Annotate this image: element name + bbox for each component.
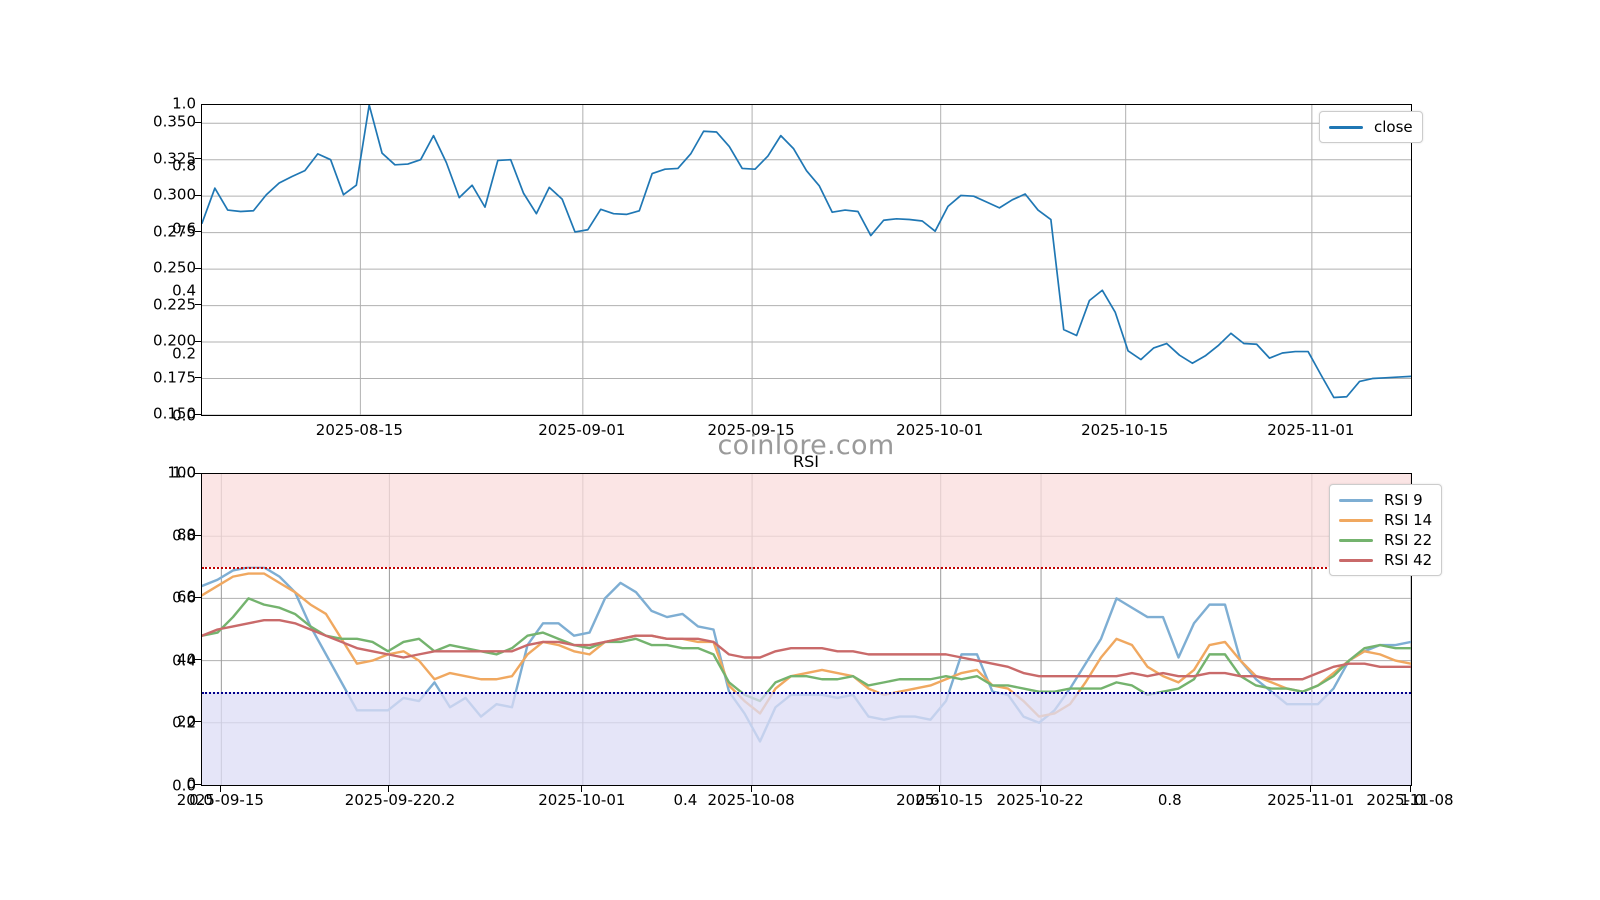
- axis-tick-label: 0.2: [172, 713, 196, 732]
- axis-tick-label: 0.0: [189, 791, 213, 809]
- rsi-chart-panel: [201, 473, 1412, 786]
- rsi-legend-item[interactable]: RSI 42: [1339, 550, 1432, 570]
- legend-item-label: RSI 14: [1384, 511, 1433, 529]
- axis-tick-label: 0.150: [153, 404, 196, 423]
- axis-tick-mark: [750, 786, 752, 792]
- axis-tick-label: 2025-09-01: [538, 421, 626, 439]
- axis-tick-mark: [195, 596, 201, 598]
- axis-tick-label: 0.300: [153, 185, 196, 204]
- axis-tick-label: 0.8: [1157, 791, 1182, 809]
- axis-tick-label: 2025-10-08: [707, 791, 795, 809]
- axis-tick-mark: [195, 659, 201, 661]
- axis-tick-label: 0.4: [172, 281, 196, 300]
- axis-tick-mark: [219, 786, 221, 792]
- legend-item-label: RSI 9: [1384, 491, 1423, 509]
- axis-tick-mark: [195, 377, 201, 379]
- axis-tick-label: 0.6: [172, 588, 196, 607]
- legend-color-swatch: [1339, 558, 1373, 562]
- axis-tick-label: 0.225: [153, 295, 196, 314]
- axis-tick-label: 60: [176, 587, 196, 606]
- axis-tick-label: 2025-09-22: [344, 791, 432, 809]
- axis-tick-mark: [1409, 786, 1411, 792]
- axis-tick-label: 1.0: [1400, 791, 1424, 809]
- legend-color-swatch: [1329, 125, 1363, 129]
- axis-tick-label: 20: [176, 712, 196, 731]
- axis-tick-label: 0.200: [153, 331, 196, 350]
- axis-tick-label: 1.0: [172, 463, 196, 482]
- legend-color-swatch: [1339, 518, 1373, 522]
- rsi-legend-item[interactable]: RSI 9: [1339, 490, 1432, 510]
- axis-tick-label: 2025-10-01: [896, 421, 984, 439]
- axis-tick-label: 0.4: [172, 651, 196, 670]
- axis-tick-mark: [195, 304, 201, 306]
- axis-tick-label: 0.4: [673, 791, 698, 809]
- axis-tick-label: 2025-08-15: [315, 421, 403, 439]
- axis-tick-label: 0.6: [172, 219, 196, 238]
- axis-tick-label: 0: [186, 774, 196, 793]
- rsi-chart-title: RSI: [793, 452, 819, 471]
- axis-tick-label: 0.8: [172, 526, 196, 545]
- price-legend-item[interactable]: close: [1329, 117, 1413, 137]
- axis-tick-mark: [939, 786, 941, 792]
- price-series-svg: [202, 105, 1411, 415]
- axis-tick-mark: [1039, 786, 1041, 792]
- axis-tick-label: 0.0: [172, 776, 196, 795]
- axis-tick-label: 0.325: [153, 149, 196, 168]
- rsi-legend-item[interactable]: RSI 14: [1339, 510, 1432, 530]
- rsi-plot-area: [202, 474, 1411, 785]
- axis-tick-label: 2025-10-15: [896, 791, 984, 809]
- axis-tick-label: 1.0: [172, 94, 196, 113]
- axis-tick-mark: [195, 783, 201, 785]
- axis-tick-label: 0.6: [915, 791, 940, 809]
- axis-tick-label: 2025-09-15: [707, 421, 795, 439]
- axis-tick-label: 0.275: [153, 222, 196, 241]
- axis-tick-mark: [387, 786, 389, 792]
- oversold-threshold-line: [202, 691, 1411, 694]
- axis-tick-label: 100: [167, 463, 196, 482]
- axis-tick-mark: [195, 158, 201, 160]
- axis-tick-label: 2025-11-01: [1267, 791, 1355, 809]
- axis-tick-label: 0.8: [172, 156, 196, 175]
- watermark-text: coinlore.com: [717, 430, 895, 461]
- axis-tick-mark: [195, 472, 201, 474]
- axis-tick-label: 2025-10-01: [538, 791, 626, 809]
- axis-tick-mark: [195, 194, 201, 196]
- axis-tick-label: 0.2: [172, 344, 196, 363]
- rsi-chart-legend: RSI 9 RSI 14 RSI 22 RSI 42: [1329, 484, 1443, 576]
- axis-tick-mark: [195, 340, 201, 342]
- axis-tick-label: 0.2: [431, 791, 456, 809]
- legend-color-swatch: [1339, 538, 1373, 542]
- axis-tick-label: 0.250: [153, 258, 196, 277]
- axis-tick-mark: [195, 267, 201, 269]
- axis-tick-mark: [1310, 786, 1312, 792]
- axis-tick-label: 2025-10-15: [1081, 421, 1169, 439]
- legend-color-swatch: [1339, 498, 1373, 502]
- axis-tick-label: 0.175: [153, 368, 196, 387]
- axis-tick-label: 40: [176, 650, 196, 669]
- price-chart-legend: close: [1319, 111, 1423, 143]
- price-chart-panel: [201, 104, 1412, 416]
- axis-tick-mark: [195, 534, 201, 536]
- oversold-band: [202, 691, 1411, 785]
- axis-tick-label: 2025-11-08: [1366, 791, 1454, 809]
- legend-item-label: RSI 22: [1384, 531, 1433, 549]
- axis-tick-label: 2025-09-15: [176, 791, 264, 809]
- price-plot-area: [202, 105, 1411, 415]
- legend-item-label: close: [1374, 118, 1413, 136]
- overbought-threshold-line: [202, 567, 1411, 570]
- axis-tick-mark: [195, 121, 201, 123]
- axis-tick-label: 80: [176, 525, 196, 544]
- axis-tick-label: 0.0: [172, 406, 196, 425]
- axis-tick-label: 0.350: [153, 112, 196, 131]
- overbought-band: [202, 474, 1411, 568]
- axis-tick-label: 2025-11-01: [1267, 421, 1355, 439]
- axis-tick-mark: [195, 413, 201, 415]
- rsi-legend-item[interactable]: RSI 22: [1339, 530, 1432, 550]
- axis-tick-mark: [195, 721, 201, 723]
- axis-tick-mark: [195, 231, 201, 233]
- axis-tick-label: 2025-10-22: [996, 791, 1084, 809]
- legend-item-label: RSI 42: [1384, 551, 1433, 569]
- axis-tick-mark: [581, 786, 583, 792]
